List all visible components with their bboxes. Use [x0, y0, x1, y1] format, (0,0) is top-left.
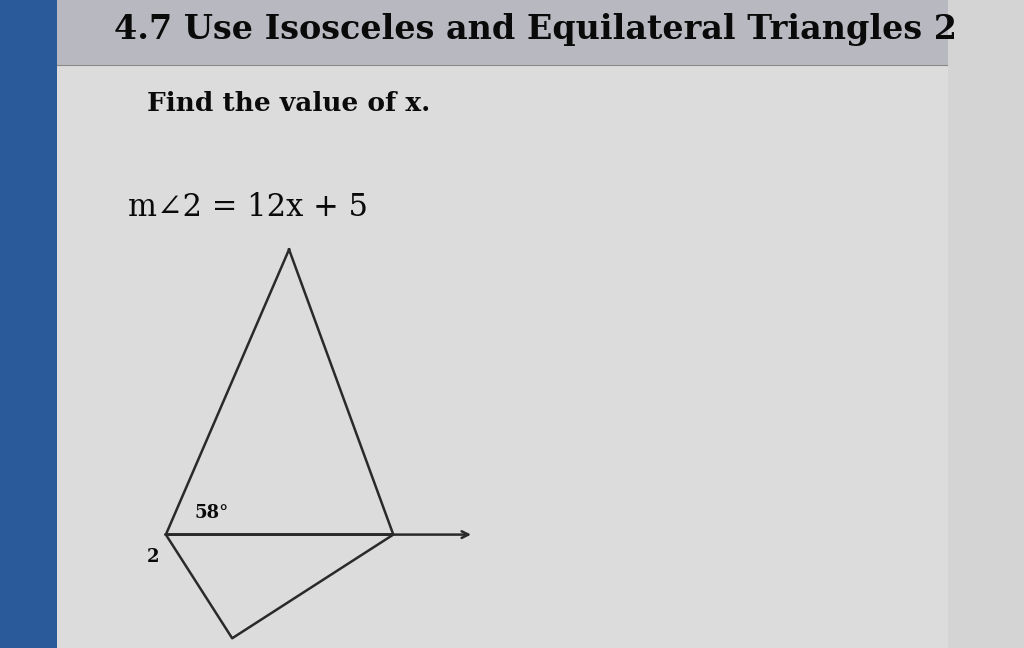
Bar [57, 0, 948, 65]
Text: 4.7 Use Isosceles and Equilateral Triangles 2: 4.7 Use Isosceles and Equilateral Triang… [114, 13, 957, 45]
Text: 58°: 58° [195, 503, 228, 522]
Bar [0, 0, 71, 648]
Text: 2: 2 [146, 548, 160, 566]
Text: Find the value of x.: Find the value of x. [146, 91, 430, 116]
Text: m∠2 = 12x + 5: m∠2 = 12x + 5 [128, 192, 368, 223]
